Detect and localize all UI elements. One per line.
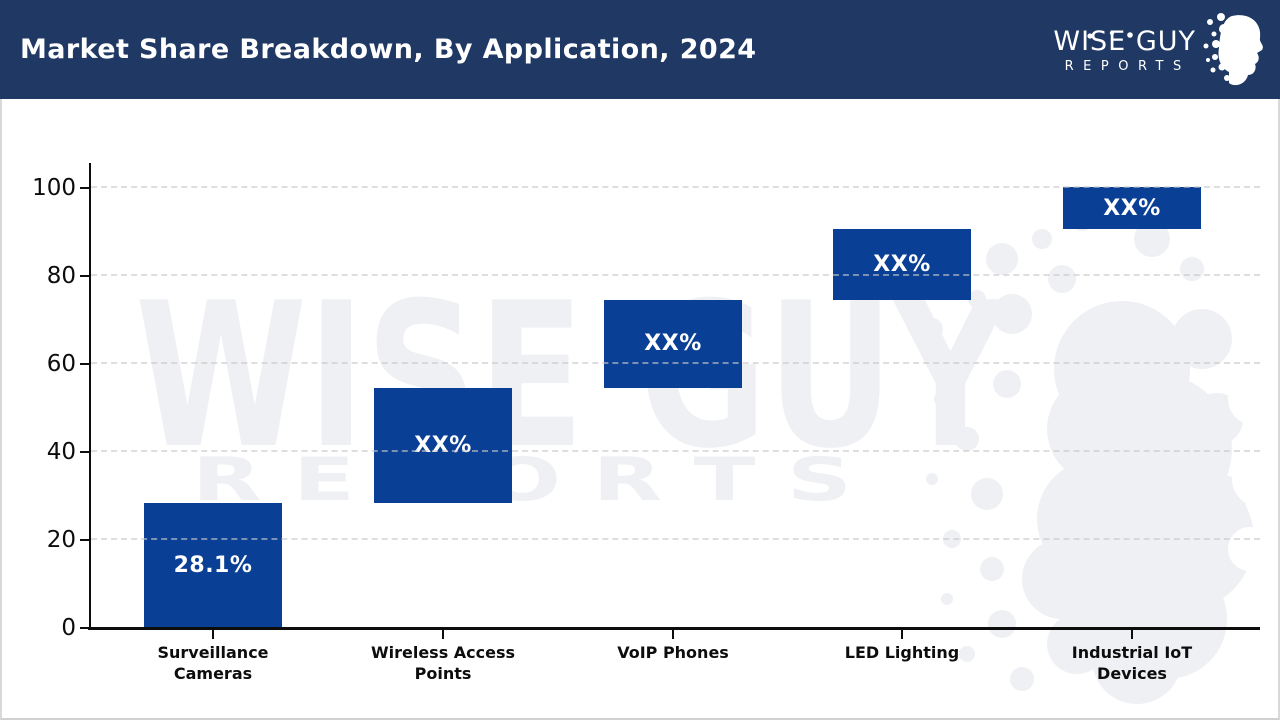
bar-value-label: 28.1%	[173, 552, 253, 578]
gridline-100	[91, 186, 1260, 188]
y-tick-label-0: 0	[61, 615, 76, 641]
logo-dots-decoration	[1087, 30, 1133, 39]
watermark-text-line2: R E P O R T S	[192, 445, 852, 515]
x-tick-0	[212, 630, 214, 639]
y-tick-20	[80, 539, 89, 541]
x-label-line: Cameras	[173, 664, 253, 683]
logo-wordmark-line2: REPORTS	[1064, 58, 1191, 74]
y-tick-label-40: 40	[46, 439, 76, 465]
y-tick-100	[80, 187, 89, 189]
brand-logo: WISE GUY REPORTS	[1053, 10, 1266, 90]
x-label-line: Points	[414, 664, 472, 683]
gridline-40	[91, 450, 1260, 452]
x-tick-1	[442, 630, 444, 639]
x-label-surveillance-cameras: Surveillance Cameras	[97, 642, 329, 684]
logo-wordmark-line1: WISE GUY	[1053, 25, 1196, 57]
logo-wordmark: WISE GUY REPORTS	[1053, 26, 1196, 74]
gridline-60	[91, 362, 1260, 364]
y-tick-60	[80, 363, 89, 365]
gridline-20	[91, 538, 1260, 540]
x-tick-4	[1131, 630, 1133, 639]
x-label-wireless-access-points: Wireless Access Points	[327, 642, 559, 684]
y-tick-40	[80, 451, 89, 453]
bar-value-label: XX%	[873, 251, 931, 277]
x-label-line: Devices	[1097, 664, 1167, 683]
x-label-line: Industrial IoT	[1071, 643, 1193, 662]
x-tick-2	[672, 630, 674, 639]
x-label-line: LED Lighting	[844, 643, 960, 662]
y-tick-0	[80, 627, 89, 629]
x-axis-line	[88, 627, 1260, 630]
x-tick-3	[901, 630, 903, 639]
y-tick-label-20: 20	[46, 527, 76, 553]
y-axis-line	[89, 163, 91, 630]
x-label-line: VoIP Phones	[617, 643, 729, 662]
bar-voip-phones: XX%	[604, 299, 742, 388]
bar-wireless-access-points: XX%	[374, 387, 512, 504]
bar-led-lighting: XX%	[833, 229, 971, 300]
chart-area: WISE GUY R E P O R T S	[0, 99, 1280, 720]
bar-value-label: XX%	[644, 331, 702, 357]
x-label-led-lighting: LED Lighting	[786, 642, 1018, 663]
logo-head-icon	[1203, 12, 1263, 85]
y-tick-label-80: 80	[46, 263, 76, 289]
gridline-80	[91, 274, 1260, 276]
y-tick-label-60: 60	[46, 351, 76, 377]
x-label-industrial-iot-devices: Industrial IoT Devices	[1016, 642, 1248, 684]
y-tick-label-100: 100	[32, 175, 76, 201]
page-title: Market Share Breakdown, By Application, …	[20, 34, 757, 65]
header: Market Share Breakdown, By Application, …	[0, 0, 1280, 99]
bar-surveillance-cameras: 28.1%	[144, 503, 282, 627]
bar-industrial-iot-devices: XX%	[1063, 187, 1201, 230]
y-tick-80	[80, 275, 89, 277]
x-label-voip-phones: VoIP Phones	[557, 642, 789, 663]
x-label-line: Surveillance	[157, 643, 269, 662]
bar-value-label: XX%	[414, 432, 472, 458]
x-label-line: Wireless Access	[370, 643, 516, 662]
bar-value-label: XX%	[1103, 195, 1161, 221]
